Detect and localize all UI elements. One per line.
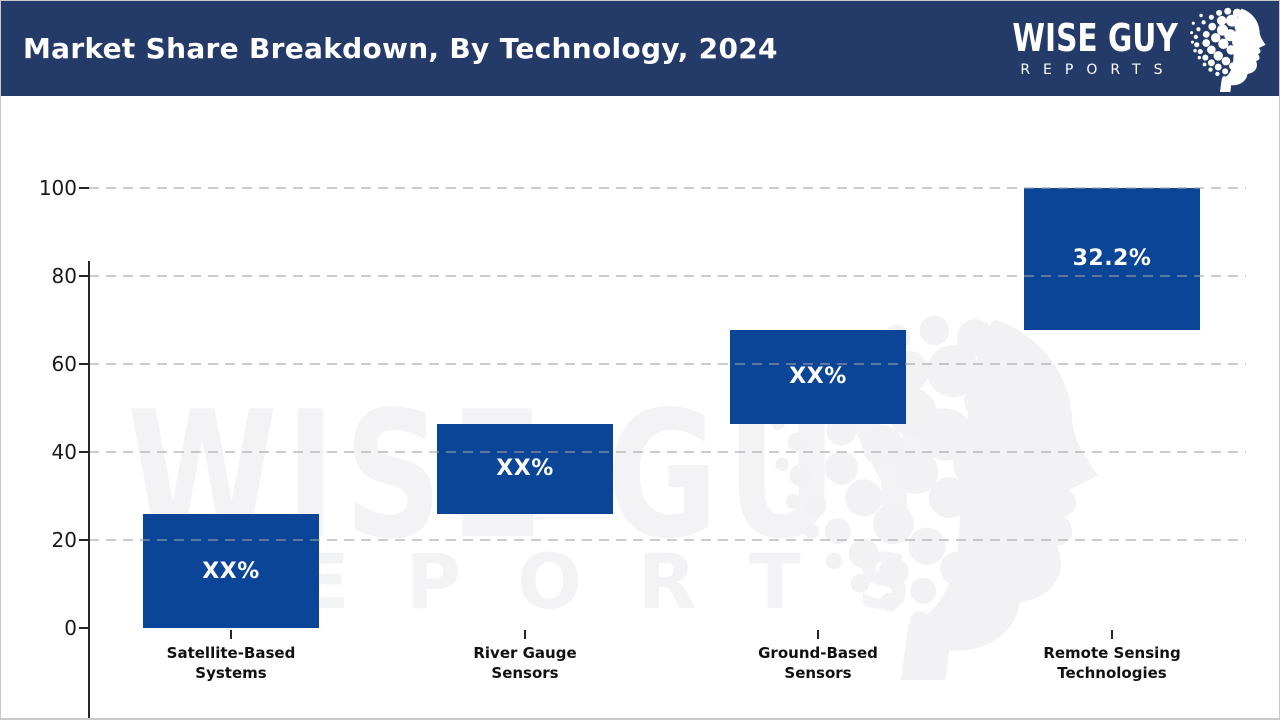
y-tick-label: 20	[51, 528, 77, 552]
bar-river-gauge-sensors: XX%	[437, 423, 613, 515]
bar-remote-sensing-technologies: 32.2%	[1024, 188, 1200, 330]
y-tick-label: 40	[51, 440, 77, 464]
y-tick	[79, 539, 89, 541]
x-tick	[230, 630, 232, 639]
header-bar: Market Share Breakdown, By Technology, 2…	[1, 1, 1279, 96]
x-tick	[524, 630, 526, 639]
x-tick	[817, 630, 819, 639]
category-label: Remote Sensing Technologies	[1043, 644, 1181, 682]
wiseguy-logo: WISE GUY REPORTS	[989, 6, 1269, 92]
y-tick	[79, 451, 89, 453]
bar-value-label: XX%	[202, 558, 260, 584]
bar-value-label: XX%	[496, 456, 554, 482]
chart-title: Market Share Breakdown, By Technology, 2…	[23, 32, 778, 65]
bar-value-label: XX%	[789, 364, 847, 390]
y-tick-label: 100	[38, 176, 77, 200]
y-tick	[79, 275, 89, 277]
y-tick	[79, 627, 89, 629]
y-axis-spine	[88, 261, 90, 718]
logo-line2: REPORTS	[1020, 62, 1176, 78]
category-label: Satellite-Based Systems	[166, 644, 296, 682]
axis-layer: 0 20 40 60 80 100 Satellite-Based Systems River…	[1, 96, 1279, 718]
x-tick	[1111, 630, 1113, 639]
bar-value-label: 32.2%	[1072, 246, 1152, 272]
logo-wordmark: WISE GUY REPORTS	[989, 19, 1201, 78]
category-label: Ground-Based Sensors	[758, 644, 878, 682]
y-tick-label: 80	[51, 264, 77, 288]
y-tick	[79, 187, 89, 189]
y-tick	[79, 363, 89, 365]
bar-ground-based-sensors: XX%	[730, 329, 906, 424]
bars-layer: XX% XX% XX% 32.2%	[1, 96, 1279, 718]
logo-line1: WISE GUY	[1012, 16, 1178, 60]
y-tick-label: 0	[64, 616, 77, 640]
bar-satellite-based-systems: XX%	[143, 514, 319, 628]
category-label: River Gauge Sensors	[473, 644, 577, 682]
y-tick-label: 60	[51, 352, 77, 376]
waterfall-chart: WISE GUY REPORTS XX% XX% XX% 32.2% 0 20 40 60 8…	[1, 96, 1279, 718]
